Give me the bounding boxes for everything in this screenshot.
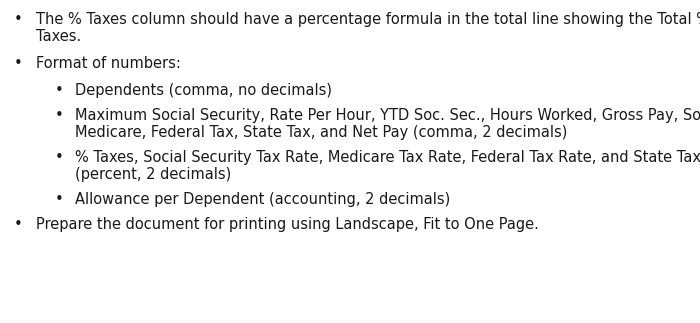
Text: •: • (14, 56, 22, 71)
Text: •: • (14, 12, 22, 27)
Text: % Taxes, Social Security Tax Rate, Medicare Tax Rate, Federal Tax Rate, and Stat: % Taxes, Social Security Tax Rate, Medic… (75, 150, 700, 165)
Text: Prepare the document for printing using Landscape, Fit to One Page.: Prepare the document for printing using … (36, 217, 539, 232)
Text: •: • (55, 192, 64, 207)
Text: •: • (55, 150, 64, 165)
Text: Dependents (comma, no decimals): Dependents (comma, no decimals) (75, 83, 332, 98)
Text: The % Taxes column should have a percentage formula in the total line showing th: The % Taxes column should have a percent… (36, 12, 700, 27)
Text: •: • (14, 217, 22, 232)
Text: Allowance per Dependent (accounting, 2 decimals): Allowance per Dependent (accounting, 2 d… (75, 192, 450, 207)
Text: (percent, 2 decimals): (percent, 2 decimals) (75, 167, 231, 182)
Text: •: • (55, 108, 64, 123)
Text: Taxes.: Taxes. (36, 29, 81, 44)
Text: Maximum Social Security, Rate Per Hour, YTD Soc. Sec., Hours Worked, Gross Pay, : Maximum Social Security, Rate Per Hour, … (75, 108, 700, 123)
Text: Format of numbers:: Format of numbers: (36, 56, 181, 71)
Text: Medicare, Federal Tax, State Tax, and Net Pay (comma, 2 decimals): Medicare, Federal Tax, State Tax, and Ne… (75, 125, 568, 140)
Text: •: • (55, 83, 64, 98)
